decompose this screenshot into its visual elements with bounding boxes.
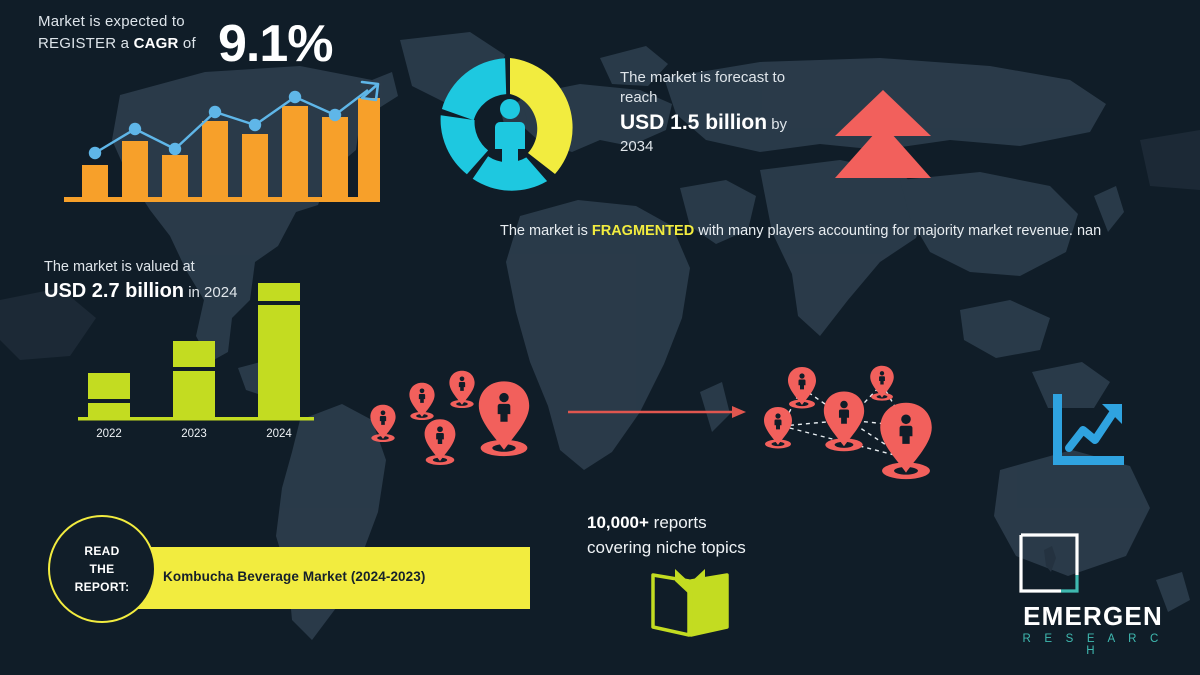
fragmented-statement: The market is FRAGMENTED with many playe…: [500, 220, 1140, 242]
map-pin-icon: [424, 419, 456, 465]
map-pin-icon: [478, 381, 530, 457]
forecast-year: 2034: [620, 137, 654, 155]
forecast-value: USD 1.5 billion: [620, 110, 768, 134]
cagr-keyword: CAGR: [133, 35, 179, 53]
year-label-2023: 2023: [181, 428, 207, 440]
year-bar-2022: [88, 373, 130, 417]
cagr-line-1: Market is expected to: [38, 13, 185, 30]
pins-scattered-group: [370, 370, 530, 465]
read-report-circle[interactable]: READ THE REPORT:: [48, 515, 156, 623]
read-report-line-2: THE: [89, 562, 115, 576]
forecast-line-1: The market is forecast to: [620, 69, 786, 86]
map-pin-icon: [409, 382, 435, 421]
donut-segment-cyan-2: [440, 115, 489, 175]
report-title: Kombucha Beverage Market (2024-2023): [163, 569, 426, 584]
chart-trend-line: [94, 89, 369, 155]
year-bar-2023: [173, 341, 215, 417]
market-share-donut: [440, 58, 573, 191]
donut-segment-cyan-1: [472, 156, 548, 191]
market-value-by-year-chart: 2022 2023 2024: [78, 283, 314, 440]
read-report-bar[interactable]: Kombucha Beverage Market (2024-2023): [95, 547, 530, 609]
reports-count-tail: reports: [648, 513, 707, 532]
cagr-growth-chart: [64, 80, 380, 202]
map-pin-icon: [823, 391, 865, 452]
read-report-line-3: REPORT:: [74, 580, 130, 594]
valued-year: in 2024: [184, 283, 238, 301]
cagr-text-block: Market is expected to REGISTER a CAGR of: [38, 12, 368, 55]
trend-up-chart-icon: [1053, 394, 1124, 465]
valued-line-1: The market is valued at: [44, 259, 195, 275]
chevron-bottom: [835, 124, 931, 178]
valued-text-block: The market is valued at USD 2.7 billion …: [44, 258, 344, 305]
right-arrow-icon: [568, 406, 746, 418]
frag-post: with many players accounting for majorit…: [694, 223, 1102, 239]
cagr-value: 9.1%: [218, 15, 334, 73]
year-bar-2024: [258, 283, 300, 417]
year-label-2022: 2022: [96, 428, 122, 440]
map-pin-icon: [370, 404, 396, 443]
pins-network-group: [764, 365, 932, 480]
frag-emphasis: FRAGMENTED: [591, 223, 695, 239]
valued-value-row: USD 2.7 billion in 2024: [44, 278, 344, 305]
frag-pre: The market is: [500, 223, 592, 239]
open-book-icon: [651, 569, 729, 637]
chart-baseline: [64, 197, 380, 202]
valued-value: USD 2.7 billion: [44, 279, 185, 302]
reports-line-2: covering niche topics: [587, 537, 746, 557]
year-label-2024: 2024: [266, 428, 292, 440]
chevron-top: [835, 90, 931, 136]
forecast-text-block: The market is forecast to reach USD 1.5 …: [620, 68, 880, 157]
forecast-line-2: reach: [620, 89, 658, 107]
forecast-value-row: USD 1.5 billion by: [620, 109, 880, 137]
donut-segment-cyan-3: [441, 58, 507, 121]
logo-subtitle: R E S E A R C H: [1022, 633, 1164, 657]
cagr-line2-pre: REGISTER a: [38, 35, 134, 53]
emergen-research-logo[interactable]: EMERGEN R E S E A R C H: [1018, 532, 1168, 657]
forecast-by: by: [767, 115, 788, 133]
cagr-line-2: REGISTER a CAGR of: [38, 34, 368, 54]
double-chevron-up-icon: [835, 90, 931, 178]
year-chart-baseline: [78, 417, 314, 421]
read-report-label: READ THE REPORT:: [75, 542, 130, 596]
chart-trend-points: [88, 90, 342, 160]
chart-trend-arrowhead: [360, 80, 380, 102]
logo-square-icon: [1019, 533, 1079, 593]
reports-line-1: 10,000+ reports: [587, 512, 817, 535]
reports-count: 10,000+: [587, 513, 649, 532]
donut-segment-yellow: [510, 58, 573, 174]
map-pin-icon: [449, 370, 475, 409]
chart-bars: [82, 98, 380, 197]
map-pin-icon: [880, 402, 932, 480]
map-pin-icon: [788, 367, 816, 409]
read-report-line-1: READ: [84, 544, 120, 558]
person-icon: [495, 99, 525, 171]
map-pin-icon: [870, 365, 894, 401]
reports-count-block: 10,000+ reports covering niche topics: [587, 512, 817, 560]
cagr-line2-post: of: [178, 35, 196, 53]
market-pins-diagram: [370, 365, 932, 480]
map-pin-icon: [764, 407, 792, 449]
logo-name: EMERGEN: [1023, 601, 1163, 631]
